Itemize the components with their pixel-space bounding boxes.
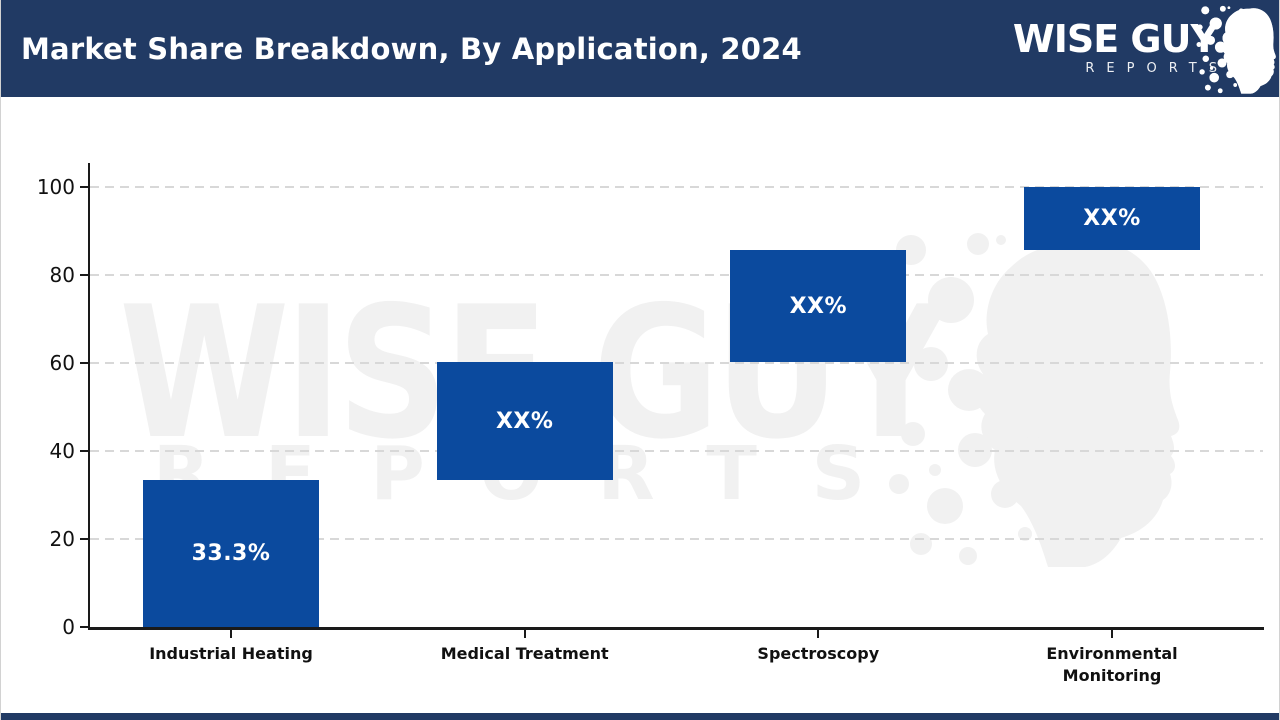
x-category-label-medical-treatment: Medical Treatment — [440, 644, 609, 663]
header-band: Market Share Breakdown, By Application, … — [1, 0, 1279, 97]
gridline-y-100 — [90, 186, 1263, 188]
bar-value-label-medical-treatment: XX% — [495, 408, 554, 434]
bar-value-label-spectroscopy: XX% — [789, 293, 848, 319]
y-tick-label-20: 20 — [49, 527, 75, 551]
gridline-y-40 — [90, 450, 1263, 452]
y-tick-label-80: 80 — [49, 263, 75, 287]
gridline-y-20 — [90, 538, 1263, 540]
x-category-label-environmental-monitoring: Environmental Monitoring — [1046, 644, 1178, 685]
x-tick-mark-medical-treatment — [523, 630, 526, 638]
y-tick-label-0: 0 — [62, 615, 75, 639]
bar-spectroscopy: XX% — [730, 250, 907, 362]
footer-band — [1, 713, 1279, 720]
y-tick-mark-40 — [80, 450, 88, 452]
x-tick-mark-environmental-monitoring — [1111, 630, 1113, 638]
x-category-label-spectroscopy: Spectroscopy — [757, 644, 880, 663]
x-category-label-industrial-heating: Industrial Heating — [149, 644, 313, 663]
bar-value-label-industrial-heating: 33.3% — [191, 541, 271, 567]
brand-logo-wordmark: WISE GUY — [1012, 17, 1218, 61]
y-tick-label-40: 40 — [49, 439, 75, 463]
bar-environmental-monitoring: XX% — [1024, 187, 1200, 251]
gridline-y-80 — [90, 274, 1263, 276]
bar-medical-treatment: XX% — [436, 361, 613, 481]
x-tick-mark-spectroscopy — [817, 630, 820, 638]
brand-logo: WISE GUY REPORTS — [1012, 17, 1218, 76]
y-tick-mark-0 — [80, 626, 88, 628]
y-tick-mark-80 — [80, 274, 88, 276]
brand-logo-tagline: REPORTS — [1085, 61, 1229, 76]
page-title: Market Share Breakdown, By Application, … — [21, 31, 802, 66]
y-tick-label-100: 100 — [36, 175, 75, 199]
y-tick-mark-100 — [80, 186, 88, 188]
bar-industrial-heating: 33.3% — [143, 480, 319, 627]
x-tick-mark-industrial-heating — [230, 630, 232, 638]
bar-value-label-environmental-monitoring: XX% — [1083, 206, 1141, 232]
y-tick-mark-20 — [80, 538, 88, 540]
brand-logo-face-icon — [1196, 5, 1276, 94]
gridline-y-60 — [90, 362, 1263, 364]
x-axis-line — [88, 627, 1264, 630]
y-tick-label-60: 60 — [49, 351, 75, 375]
y-axis-line — [88, 163, 90, 630]
chart-plot-area: 0 20 40 60 80 100 33.3% Industrial Heating XX% Me… — [1, 97, 1279, 713]
y-tick-mark-60 — [80, 362, 88, 364]
